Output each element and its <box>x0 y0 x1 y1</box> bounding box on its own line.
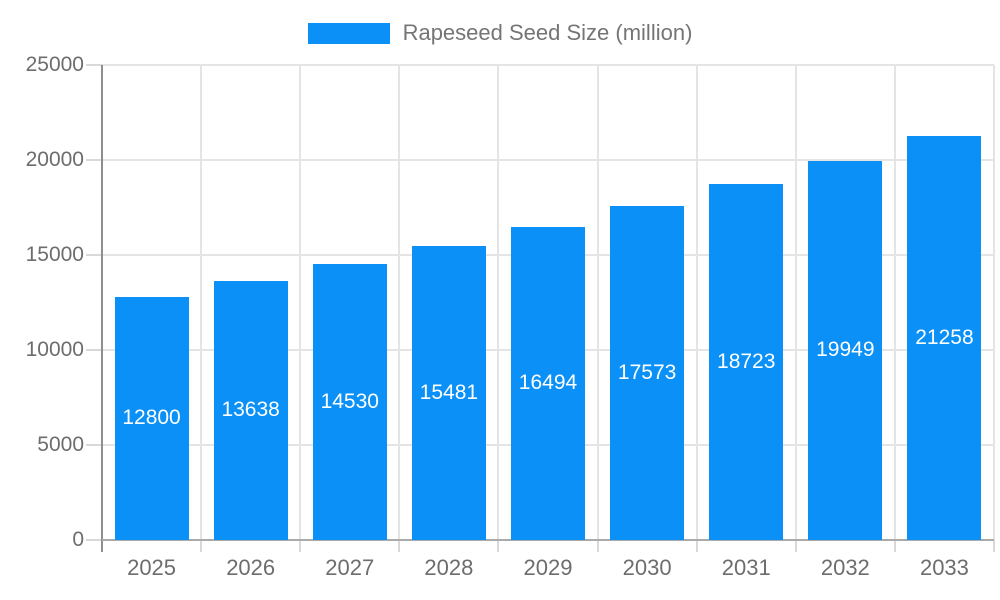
legend-label: Rapeseed Seed Size (million) <box>402 20 693 45</box>
y-axis-tick-label: 15000 <box>25 243 84 266</box>
bar-value-label: 21258 <box>915 326 974 350</box>
x-axis-tick <box>695 540 698 552</box>
bar-value-label: 17573 <box>617 361 677 385</box>
h-gridline <box>102 64 994 66</box>
x-axis-tick-label: 2032 <box>820 555 870 580</box>
v-gridline <box>200 65 203 540</box>
bar-2027[interactable]: 14530 <box>312 263 387 540</box>
y-axis-tick-label: 5000 <box>37 433 84 456</box>
v-gridline <box>695 65 698 540</box>
v-gridline <box>794 65 797 540</box>
bar-2025[interactable]: 12800 <box>114 296 189 540</box>
h-gridline <box>102 159 994 161</box>
bar-2031[interactable]: 18723 <box>709 184 784 540</box>
y-axis-line <box>101 65 103 552</box>
x-axis-tick-label: 2026 <box>226 555 276 580</box>
x-axis-tick <box>200 540 203 552</box>
y-axis-tick-label: 0 <box>72 528 84 551</box>
y-axis-tick-label: 10000 <box>25 338 84 361</box>
y-axis-tick <box>86 539 102 541</box>
bar-2029[interactable]: 16494 <box>511 226 585 540</box>
y-axis-tick-label: 25000 <box>25 53 84 76</box>
bar-2028[interactable]: 15481 <box>411 245 486 540</box>
bar-value-label: 12800 <box>122 406 181 430</box>
x-axis-tick <box>794 540 797 552</box>
x-axis-tick-label: 2029 <box>523 555 573 580</box>
x-axis-tick-label: 2033 <box>919 555 969 580</box>
x-axis-line <box>102 539 994 541</box>
x-axis-tick-label: 2025 <box>127 555 177 580</box>
y-axis-tick <box>86 444 102 446</box>
v-gridline <box>993 65 995 540</box>
x-axis-tick <box>299 540 302 552</box>
x-axis-tick <box>398 540 401 552</box>
v-gridline <box>893 65 896 540</box>
x-axis-tick-label: 2028 <box>424 555 474 580</box>
y-axis-tick <box>86 254 102 256</box>
legend-swatch <box>307 22 390 44</box>
x-axis-tick <box>893 540 896 552</box>
bar-value-label: 19949 <box>816 338 875 362</box>
legend[interactable]: Rapeseed Seed Size (million) <box>0 20 1000 46</box>
v-gridline <box>596 65 599 540</box>
x-axis-tick-label: 2030 <box>622 555 672 580</box>
x-axis-tick <box>596 540 599 552</box>
x-axis-tick-label: 2031 <box>721 555 771 580</box>
bar-value-label: 13638 <box>221 398 280 422</box>
x-axis-tick <box>993 540 995 552</box>
y-axis-tick <box>86 349 102 351</box>
bar-value-label: 18723 <box>717 350 776 374</box>
y-axis-tick <box>86 159 102 161</box>
bar-value-label: 15481 <box>419 380 479 404</box>
bar-2032[interactable]: 19949 <box>808 160 883 540</box>
y-axis-tick <box>86 64 102 66</box>
bar-2026[interactable]: 13638 <box>213 280 288 540</box>
v-gridline <box>299 65 302 540</box>
bar-2033[interactable]: 21258 <box>907 136 982 540</box>
bar-value-label: 14530 <box>320 389 379 413</box>
v-gridline <box>497 65 500 540</box>
y-axis-tick-label: 20000 <box>25 148 84 171</box>
x-axis-tick <box>497 540 500 552</box>
bar-value-label: 16494 <box>518 371 578 395</box>
v-gridline <box>398 65 401 540</box>
x-axis-tick-label: 2027 <box>325 555 375 580</box>
bar-2030[interactable]: 17573 <box>610 206 685 540</box>
